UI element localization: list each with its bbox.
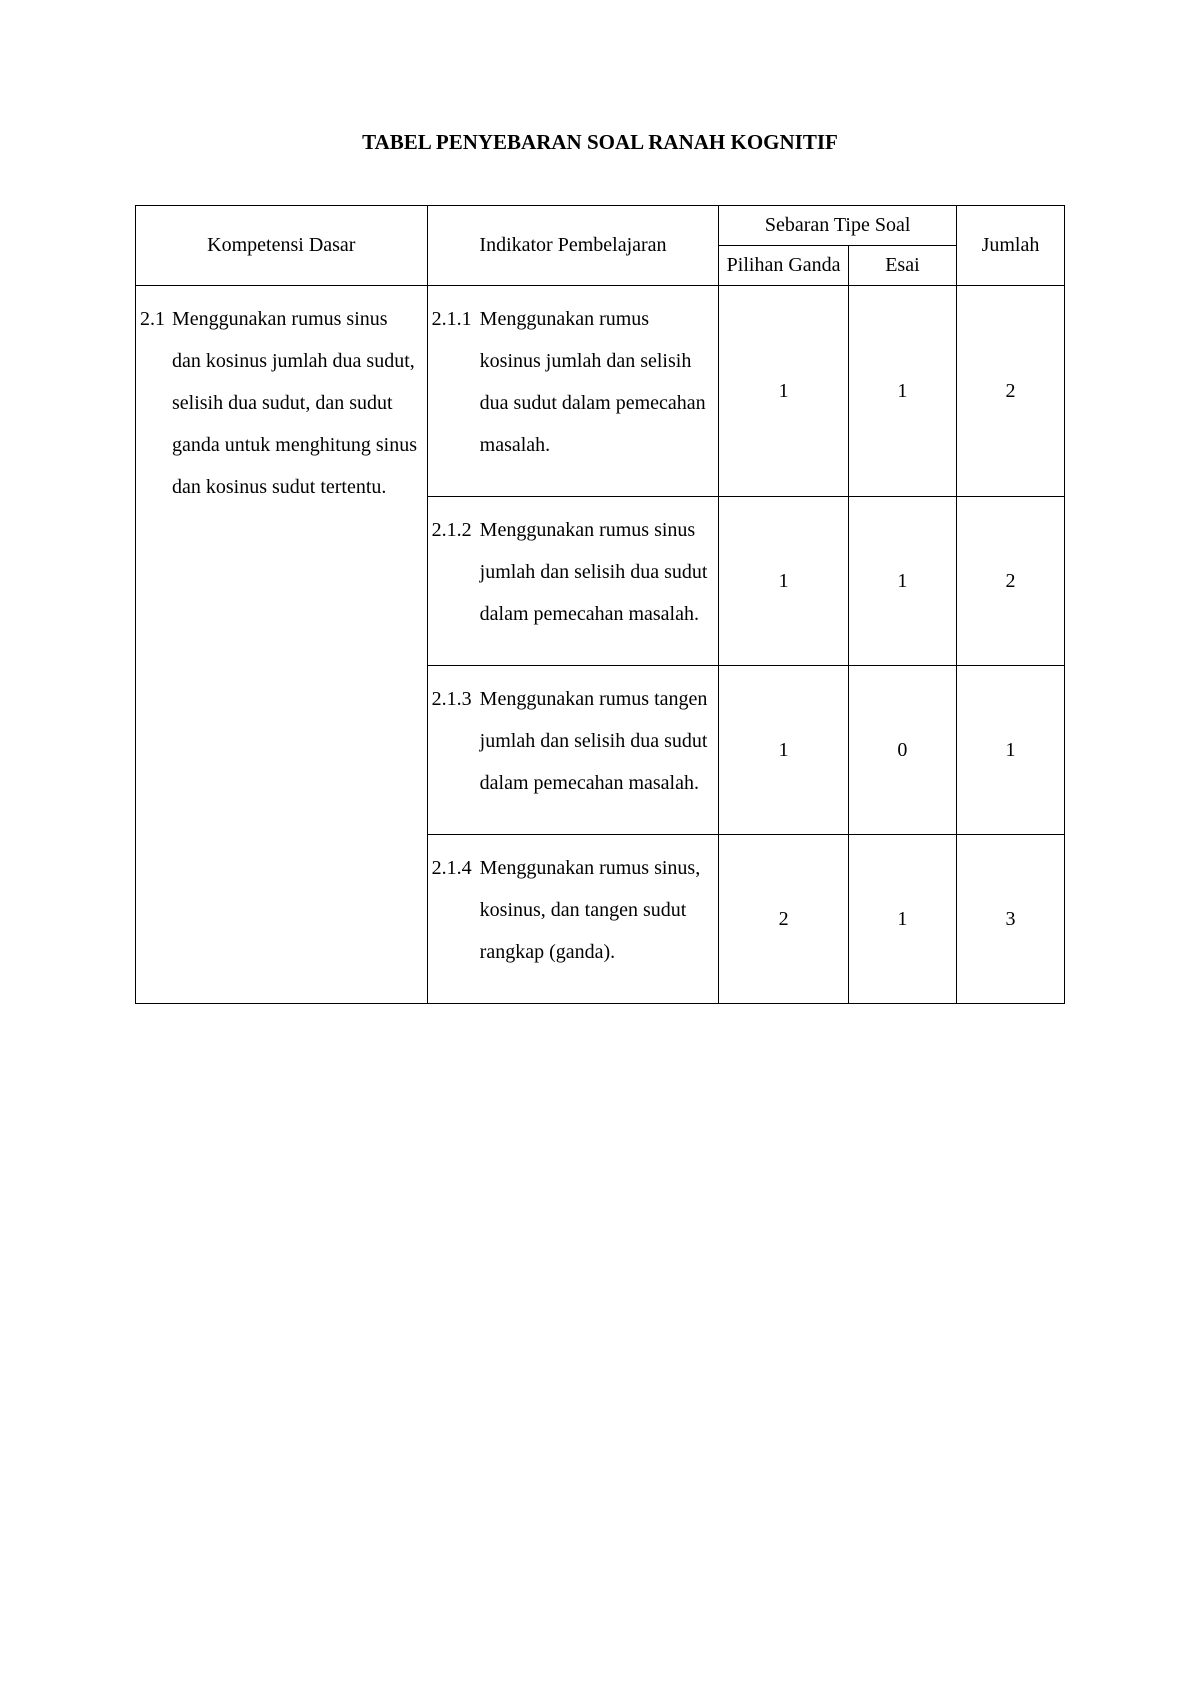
esai-cell: 1: [848, 497, 956, 666]
kd-number: 2.1: [140, 298, 172, 340]
indikator-text: Menggunakan rumus tangen jumlah dan seli…: [480, 678, 711, 804]
jumlah-cell: 2: [956, 286, 1064, 497]
header-esai: Esai: [848, 246, 956, 286]
kd-cell: 2.1Menggunakan rumus sinus dan kosinus j…: [136, 286, 428, 1004]
esai-cell: 1: [848, 835, 956, 1004]
indikator-cell: 2.1.4Menggunakan rumus sinus, kosinus, d…: [427, 835, 719, 1004]
jumlah-cell: 2: [956, 497, 1064, 666]
header-row-1: Kompetensi Dasar Indikator Pembelajaran …: [136, 206, 1065, 246]
esai-cell: 0: [848, 666, 956, 835]
indikator-cell: 2.1.3Menggunakan rumus tangen jumlah dan…: [427, 666, 719, 835]
indikator-text: Menggunakan rumus sinus, kosinus, dan ta…: [480, 847, 711, 973]
jumlah-cell: 1: [956, 666, 1064, 835]
esai-cell: 1: [848, 286, 956, 497]
header-sebaran: Sebaran Tipe Soal: [719, 206, 957, 246]
data-table: Kompetensi Dasar Indikator Pembelajaran …: [135, 205, 1065, 1004]
header-jumlah: Jumlah: [956, 206, 1064, 286]
indikator-cell: 2.1.1Menggunakan rumus kosinus jumlah da…: [427, 286, 719, 497]
kd-text: Menggunakan rumus sinus dan kosinus juml…: [172, 298, 419, 508]
header-indikator: Indikator Pembelajaran: [427, 206, 719, 286]
indikator-number: 2.1.2: [432, 509, 480, 551]
indikator-number: 2.1.4: [432, 847, 480, 889]
indikator-number: 2.1.3: [432, 678, 480, 720]
header-pilihan-ganda: Pilihan Ganda: [719, 246, 849, 286]
pg-cell: 1: [719, 286, 849, 497]
header-kompetensi: Kompetensi Dasar: [136, 206, 428, 286]
indikator-text: Menggunakan rumus sinus jumlah dan selis…: [480, 509, 711, 635]
jumlah-cell: 3: [956, 835, 1064, 1004]
pg-cell: 2: [719, 835, 849, 1004]
indikator-number: 2.1.1: [432, 298, 480, 340]
pg-cell: 1: [719, 497, 849, 666]
indikator-cell: 2.1.2Menggunakan rumus sinus jumlah dan …: [427, 497, 719, 666]
table-row: 2.1Menggunakan rumus sinus dan kosinus j…: [136, 286, 1065, 497]
pg-cell: 1: [719, 666, 849, 835]
indikator-text: Menggunakan rumus kosinus jumlah dan sel…: [480, 298, 711, 466]
document-title: TABEL PENYEBARAN SOAL RANAH KOGNITIF: [135, 130, 1065, 155]
